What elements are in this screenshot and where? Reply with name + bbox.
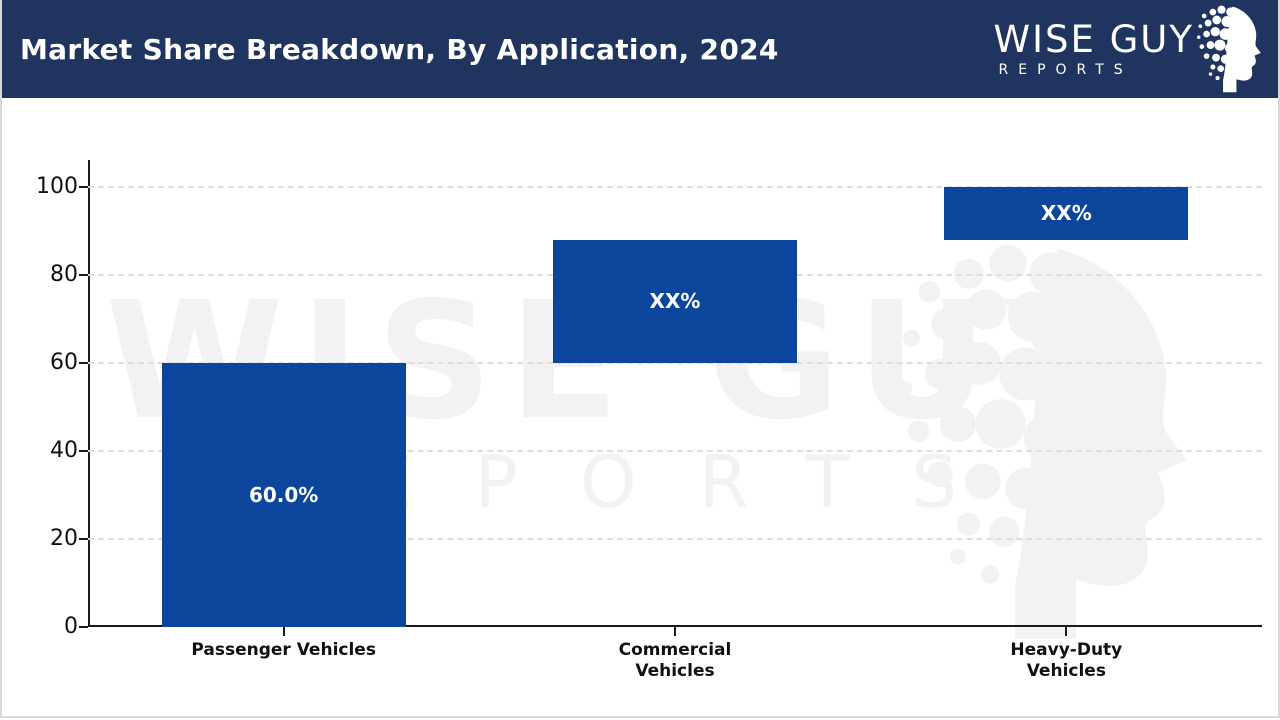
y-tick-mark [79,362,88,364]
report-header: Market Share Breakdown, By Application, … [0,0,1280,98]
plot-area [88,160,1262,627]
y-tick-mark [79,274,88,276]
logo-subtitle: REPORTS [998,61,1133,78]
x-category-label-line: Heavy-Duty [1010,640,1123,660]
x-category-label-line: Passenger Vehicles [191,640,376,660]
y-gridline [88,538,1262,540]
bar-commercial-vehicles: XX% [553,239,797,363]
logo-wordmark: WISE GUY [993,17,1194,61]
y-tick-mark [79,186,88,188]
watermark-head-icon [896,244,1187,639]
y-gridline [88,186,1262,188]
y-tick-label: 80 [50,262,78,287]
bar-value-label: XX% [1040,201,1092,226]
y-tick-mark [79,538,88,540]
x-category-label-line: Vehicles [635,661,715,681]
y-gridline [88,450,1262,452]
wiseguy-logo-text: WISE GUY REPORTS [993,17,1194,78]
x-tick-mark [674,627,676,636]
y-tick-label: 0 [64,614,78,639]
x-category-label: Heavy-Duty Vehicles [906,640,1226,682]
x-tick-mark [282,627,285,636]
wiseguy-logo: WISE GUY REPORTS [994,5,1266,93]
bar-value-label: 60.0% [248,483,319,507]
y-tick-mark [79,450,88,452]
bar-passenger-vehicles: 60.0% [161,363,406,627]
y-tick-label: 60 [50,350,78,375]
y-tick-label: 100 [36,174,78,199]
bar-heavy-duty-vehicles: XX% [944,187,1189,240]
x-category-label-line: Vehicles [1026,661,1106,681]
wiseguy-head-icon [1196,5,1261,93]
x-tick-mark [1065,627,1068,636]
x-category-label: Commercial Vehicles [515,640,835,682]
y-tick-label: 20 [50,526,78,551]
bar-value-label: XX% [649,289,701,314]
y-tick-label: 40 [50,438,78,463]
chart-title: Market Share Breakdown, By Application, … [20,32,779,66]
y-tick-mark [79,626,88,628]
y-gridline [88,362,1262,364]
x-category-label: Passenger Vehicles [124,640,444,661]
x-category-label-line: Commercial [618,640,732,660]
